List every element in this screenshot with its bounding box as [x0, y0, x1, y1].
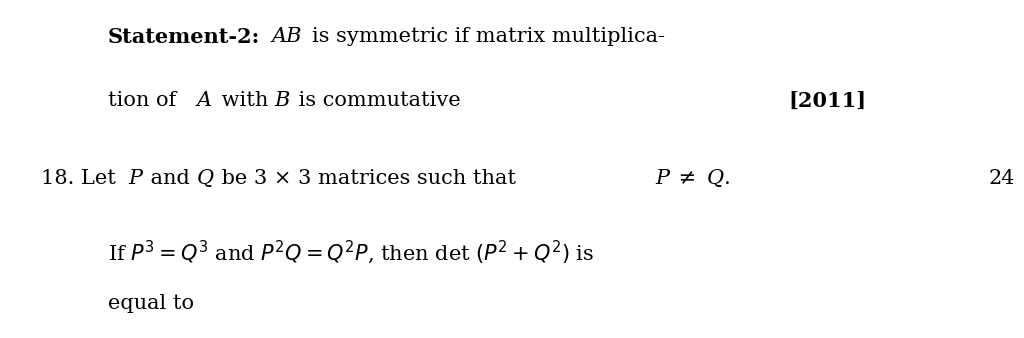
Text: P: P — [128, 169, 142, 188]
Text: [2011]: [2011] — [788, 91, 866, 111]
Text: Q: Q — [197, 169, 214, 188]
Text: ≠: ≠ — [672, 169, 702, 188]
Text: AB: AB — [271, 27, 302, 46]
Text: Statement-2:: Statement-2: — [108, 27, 260, 47]
Text: is commutative: is commutative — [292, 91, 461, 110]
Text: 24: 24 — [988, 169, 1015, 188]
Text: and: and — [144, 169, 197, 188]
Text: 18. Let: 18. Let — [41, 169, 123, 188]
Text: If $P^3 = Q^3$ and $P^2Q = Q^2P$, then det $(P^2 + Q^2)$ is: If $P^3 = Q^3$ and $P^2Q = Q^2P$, then d… — [108, 238, 594, 266]
Text: B: B — [274, 91, 290, 110]
Text: Q: Q — [707, 169, 724, 188]
Text: A: A — [197, 91, 212, 110]
Text: be 3 × 3 matrices such that: be 3 × 3 matrices such that — [215, 169, 522, 188]
Text: is symmetric if matrix multiplica-: is symmetric if matrix multiplica- — [312, 27, 666, 46]
Text: .: . — [724, 169, 731, 188]
Text: tion of: tion of — [108, 91, 182, 110]
Text: equal to: equal to — [108, 294, 194, 313]
Text: with: with — [215, 91, 275, 110]
Text: P: P — [655, 169, 670, 188]
